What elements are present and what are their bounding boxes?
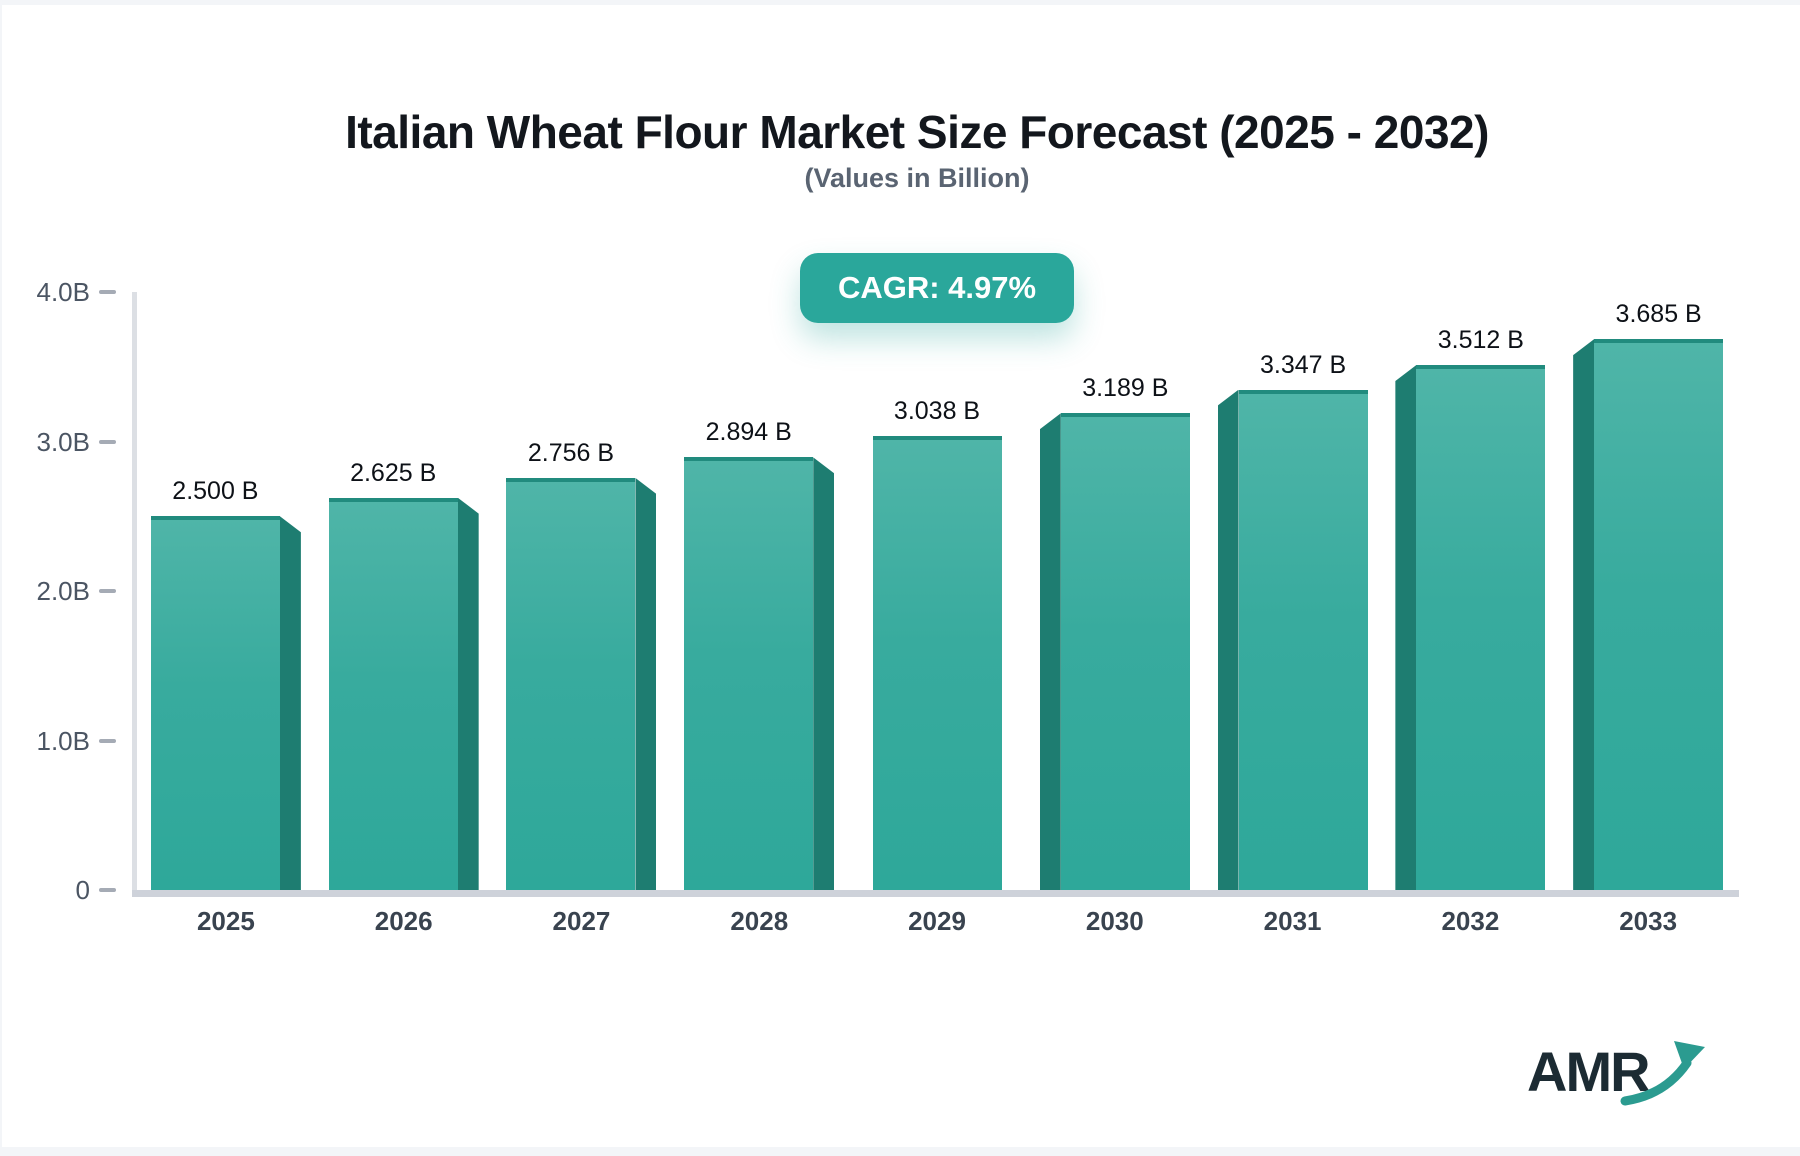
- bar-face: [1594, 339, 1724, 890]
- bar-value-label: 2.625 B: [350, 458, 437, 487]
- bar-face: [150, 516, 280, 890]
- chart-card: Italian Wheat Flour Market Size Forecast…: [2, 5, 1800, 1147]
- bar-slot: 3.685 B: [1559, 300, 1737, 890]
- bar-value-label: 3.038 B: [893, 396, 981, 425]
- x-tick-label: 2028: [730, 906, 789, 936]
- bar-value-label: 2.756 B: [527, 439, 615, 467]
- bar-3d-side-panel: [635, 478, 657, 890]
- bar-value-label: 3.347 B: [1259, 350, 1347, 379]
- chart-subtitle: (Values in Billion): [804, 163, 1030, 193]
- x-tick-label: 2029: [908, 906, 966, 936]
- x-tick-label: 2031: [1263, 906, 1322, 936]
- x-tick-label: 2030: [1085, 906, 1144, 936]
- bar-slot: 3.038 B: [848, 397, 1026, 890]
- bar-face: [1060, 413, 1190, 890]
- cagr-badge: CAGR: 4.97%: [799, 253, 1075, 323]
- bar-3d-side-panel: [1395, 365, 1417, 890]
- x-axis-baseline: [132, 890, 1739, 897]
- x-tick-label: 2033: [1619, 906, 1678, 936]
- x-tick-label: 2027: [552, 906, 611, 936]
- bar-slot: 2.894 B: [670, 418, 848, 890]
- chart-title: Italian Wheat Flour Market Size Forecast…: [345, 106, 1489, 158]
- bar-face: [1238, 389, 1368, 890]
- bar-face: [872, 435, 1002, 890]
- bar-slot: 2.625 B: [315, 459, 493, 890]
- y-tick-label: 1.0B: [36, 725, 91, 756]
- bar-slot: 2.500 B: [137, 477, 315, 890]
- y-tick-label: 3.0B: [36, 426, 91, 457]
- bar-face: [1416, 365, 1546, 890]
- bar-face: [506, 478, 636, 890]
- cagr-badge-wrapper: CAGR: 4.97%: [137, 253, 1737, 323]
- bar-2032: 3.512 B: [1395, 326, 1546, 890]
- bar-value-label: 2.500 B: [172, 477, 259, 506]
- bar-2029: 3.038 B: [872, 397, 1002, 890]
- bar-face: [684, 457, 814, 890]
- bar-3d-side-panel: [279, 516, 301, 890]
- bar-2025: 2.500 B: [150, 477, 301, 890]
- bar-face: [328, 497, 458, 890]
- y-tick-mark: [99, 888, 116, 892]
- bar-2027: 2.756 B: [506, 439, 657, 890]
- bar-2026: 2.625 B: [328, 459, 479, 890]
- bar-2033: 3.685 B: [1573, 300, 1724, 890]
- bar-slot: 3.347 B: [1204, 351, 1382, 890]
- y-tick-label: 4.0B: [36, 277, 91, 307]
- bar-slot: 2.756 B: [493, 439, 671, 890]
- bar-3d-side-panel: [1573, 339, 1595, 890]
- amr-logo: AMR: [1527, 1040, 1705, 1106]
- amr-logo-text: AMR: [1527, 1040, 1650, 1103]
- bar-slot: 3.189 B: [1026, 374, 1204, 890]
- bar-3d-side-panel: [813, 457, 835, 890]
- x-axis-labels: 2025 2026 2027 2028 2029 2030 2031 2032 2033: [137, 906, 1737, 937]
- bar-3d-side-panel: [457, 497, 479, 890]
- bar-value-label: 2.894 B: [705, 418, 792, 447]
- bar-2028: 2.894 B: [684, 418, 835, 890]
- amr-logo-arrow-head: [1674, 1041, 1705, 1069]
- bar-slot: 3.512 B: [1381, 326, 1559, 890]
- y-tick-mark: [99, 738, 116, 743]
- x-tick-label: 2032: [1441, 906, 1500, 936]
- bar-2030: 3.189 B: [1039, 374, 1190, 890]
- y-tick-label: 0: [75, 875, 90, 905]
- bars-row: 2.500 B 2.625 B 2.756 B 2.894 B 3.038 B 3.189…: [137, 292, 1737, 890]
- y-tick-mark: [99, 290, 116, 294]
- bar-value-label: 3.189 B: [1082, 374, 1169, 403]
- x-tick-label: 2026: [374, 906, 433, 936]
- bar-3d-side-panel: [1217, 389, 1239, 890]
- x-tick-label: 2025: [196, 906, 255, 936]
- bar-3d-side-panel: [1039, 413, 1061, 890]
- y-tick-label: 2.0B: [36, 576, 91, 606]
- bar-2031: 3.347 B: [1217, 351, 1368, 890]
- y-axis-line: [132, 292, 137, 890]
- y-tick-mark: [99, 589, 116, 593]
- amr-logo-arrow-swoosh: [1620, 1058, 1692, 1106]
- bar-value-label: 3.685 B: [1615, 300, 1702, 329]
- bar-value-label: 3.512 B: [1437, 326, 1524, 354]
- y-tick-mark: [99, 439, 116, 444]
